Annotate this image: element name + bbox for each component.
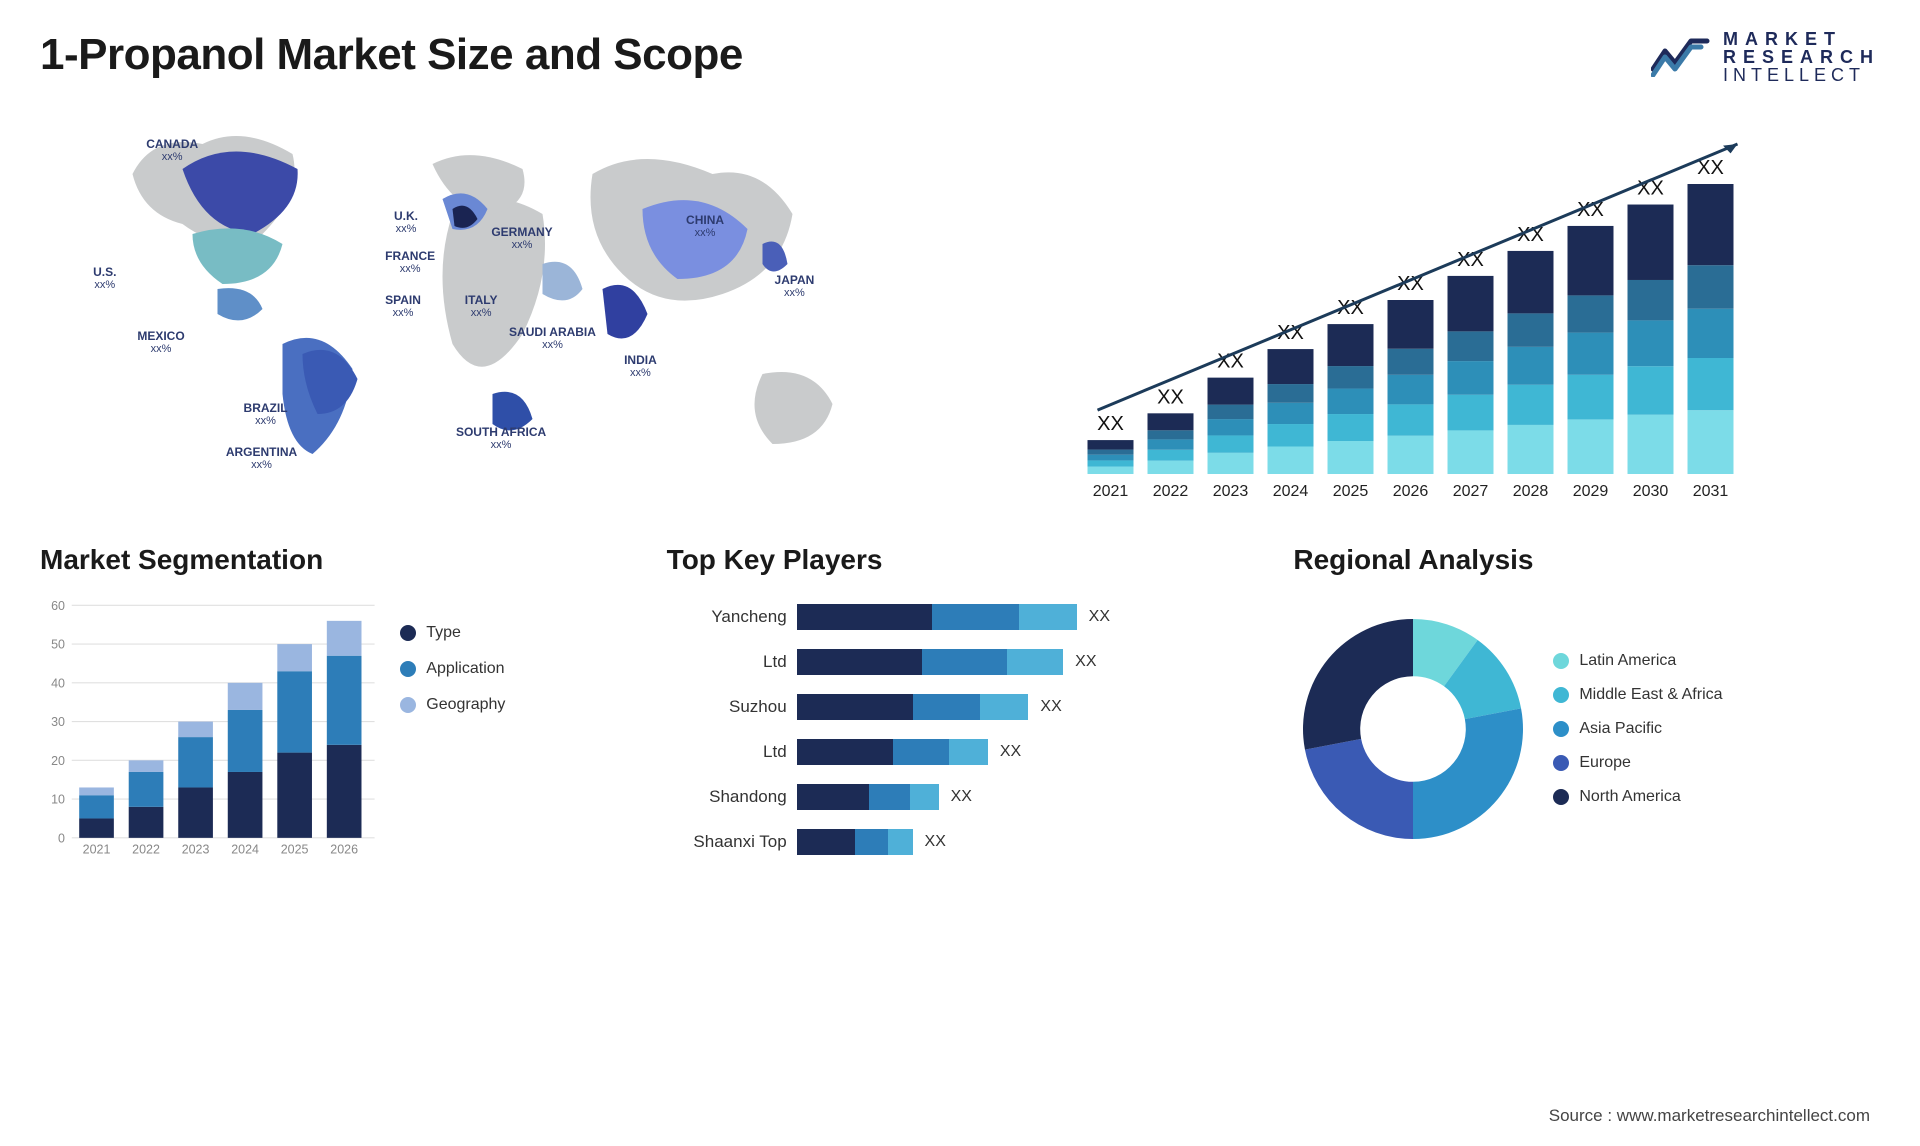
player-value: XX xyxy=(1000,743,1021,761)
player-name: Ltd xyxy=(667,742,787,762)
map-label-south-africa: SOUTH AFRICAxx% xyxy=(456,426,546,451)
segmentation-panel: Market Segmentation 0 10 20 30 40 50 60 2021 202… xyxy=(40,544,627,864)
regional-body: Latin America Middle East & Africa Asia Pa… xyxy=(1293,594,1880,864)
player-row: XX xyxy=(797,829,1254,855)
map-label-japan: JAPANxx% xyxy=(775,274,815,299)
region-legend-north-america: North America xyxy=(1553,788,1722,806)
player-name: Yancheng xyxy=(667,607,787,627)
bottom-row: Market Segmentation 0 10 20 30 40 50 60 2021 202… xyxy=(40,544,1880,864)
logo-line3: INTELLECT xyxy=(1723,66,1880,84)
svg-text:2022: 2022 xyxy=(1153,483,1189,500)
svg-text:2025: 2025 xyxy=(281,843,309,857)
player-value: XX xyxy=(951,788,972,806)
svg-text:XX: XX xyxy=(1097,413,1124,435)
segmentation-chart-svg: 0 10 20 30 40 50 60 2021 2022 2023 2024 2025 2026 xyxy=(40,594,380,866)
player-value: XX xyxy=(925,833,946,851)
map-label-china: CHINAxx% xyxy=(686,214,724,239)
svg-text:10: 10 xyxy=(51,793,65,807)
svg-text:2023: 2023 xyxy=(1213,483,1249,500)
logo: MARKET RESEARCH INTELLECT xyxy=(1651,30,1880,84)
growth-chart-svg: XXXXXXXXXXXXXXXXXXXXXX 20212022202320242… xyxy=(975,124,1860,504)
map-label-france: FRANCExx% xyxy=(385,250,435,275)
svg-text:2025: 2025 xyxy=(1333,483,1369,500)
svg-text:2021: 2021 xyxy=(83,843,111,857)
logo-mark-icon xyxy=(1651,37,1711,77)
logo-line2: RESEARCH xyxy=(1723,48,1880,66)
svg-text:60: 60 xyxy=(51,599,65,613)
svg-text:30: 30 xyxy=(51,715,65,729)
regional-panel: Regional Analysis Latin America Middle Ea… xyxy=(1293,544,1880,864)
map-label-saudi-arabia: SAUDI ARABIAxx% xyxy=(509,326,596,351)
player-value: XX xyxy=(1075,653,1096,671)
player-row: XX xyxy=(797,784,1254,810)
player-row: XX xyxy=(797,604,1254,630)
svg-text:XX: XX xyxy=(1157,386,1184,408)
svg-text:50: 50 xyxy=(51,638,65,652)
player-name: Shaanxi Top xyxy=(667,832,787,852)
map-label-mexico: MEXICOxx% xyxy=(137,330,184,355)
player-value: XX xyxy=(1089,608,1110,626)
region-legend-europe: Europe xyxy=(1553,754,1722,772)
region-legend-latin-america: Latin America xyxy=(1553,652,1722,670)
seg-legend-application: Application xyxy=(400,660,626,678)
player-name: Ltd xyxy=(667,652,787,672)
svg-text:2023: 2023 xyxy=(182,843,210,857)
player-name: Suzhou xyxy=(667,697,787,717)
map-label-u-k-: U.K.xx% xyxy=(394,210,418,235)
svg-text:2026: 2026 xyxy=(1393,483,1429,500)
player-bars: XX XX XX XX XX XX xyxy=(797,594,1254,864)
svg-text:2026: 2026 xyxy=(330,843,358,857)
map-label-canada: CANADAxx% xyxy=(146,138,198,163)
region-legend-middle-east-africa: Middle East & Africa xyxy=(1553,686,1722,704)
svg-text:20: 20 xyxy=(51,754,65,768)
map-label-italy: ITALYxx% xyxy=(465,294,498,319)
svg-text:2028: 2028 xyxy=(1513,483,1549,500)
player-row: XX xyxy=(797,739,1254,765)
regional-legend: Latin America Middle East & Africa Asia Pa… xyxy=(1553,652,1722,806)
svg-text:2031: 2031 xyxy=(1693,483,1729,500)
regional-donut-svg xyxy=(1293,609,1533,849)
seg-legend-type: Type xyxy=(400,624,626,642)
top-players-title: Top Key Players xyxy=(667,544,1254,576)
seg-legend-geography: Geography xyxy=(400,696,626,714)
svg-text:40: 40 xyxy=(51,676,65,690)
source-text: Source : www.marketresearchintellect.com xyxy=(1549,1106,1870,1126)
map-label-argentina: ARGENTINAxx% xyxy=(226,446,297,471)
map-label-brazil: BRAZILxx% xyxy=(244,402,288,427)
regional-title: Regional Analysis xyxy=(1293,544,1880,576)
logo-line1: MARKET xyxy=(1723,30,1880,48)
svg-text:2027: 2027 xyxy=(1453,483,1489,500)
map-label-u-s-: U.S.xx% xyxy=(93,266,116,291)
map-label-germany: GERMANYxx% xyxy=(491,226,552,251)
player-row: XX xyxy=(797,694,1254,720)
player-names: Yancheng Ltd Suzhou Ltd Shandong Shaanxi Top xyxy=(667,594,787,864)
svg-text:2030: 2030 xyxy=(1633,483,1669,500)
top-players-panel: Top Key Players Yancheng Ltd Suzhou Ltd Shan… xyxy=(667,544,1254,864)
segmentation-title: Market Segmentation xyxy=(40,544,627,576)
map-label-spain: SPAINxx% xyxy=(385,294,421,319)
page-title: 1-Propanol Market Size and Scope xyxy=(40,30,743,80)
top-players-body: YanchengLtdSuzhouLtdShandongShaanxi Top … xyxy=(667,594,1254,864)
svg-text:2024: 2024 xyxy=(231,843,259,857)
world-map-panel: CANADAxx% U.S.xx% MEXICOxx% BRAZILxx% ARGENT… xyxy=(40,114,925,514)
svg-text:2021: 2021 xyxy=(1093,483,1129,500)
svg-text:2022: 2022 xyxy=(132,843,160,857)
svg-text:2029: 2029 xyxy=(1573,483,1609,500)
top-row: CANADAxx% U.S.xx% MEXICOxx% BRAZILxx% ARGENT… xyxy=(40,114,1880,514)
segmentation-body: 0 10 20 30 40 50 60 2021 2022 2023 2024 2025 2026 Ty… xyxy=(40,594,627,866)
player-value: XX xyxy=(1040,698,1061,716)
segmentation-legend: Type Application Geography xyxy=(400,594,626,866)
map-label-india: INDIAxx% xyxy=(624,354,657,379)
logo-text: MARKET RESEARCH INTELLECT xyxy=(1723,30,1880,84)
player-row: XX xyxy=(797,649,1254,675)
growth-chart-panel: XXXXXXXXXXXXXXXXXXXXXX 20212022202320242… xyxy=(965,114,1880,514)
region-legend-asia-pacific: Asia Pacific xyxy=(1553,720,1722,738)
header: 1-Propanol Market Size and Scope MARKET … xyxy=(40,30,1880,84)
svg-text:2024: 2024 xyxy=(1273,483,1309,500)
svg-text:0: 0 xyxy=(58,831,65,845)
player-name: Shandong xyxy=(667,787,787,807)
